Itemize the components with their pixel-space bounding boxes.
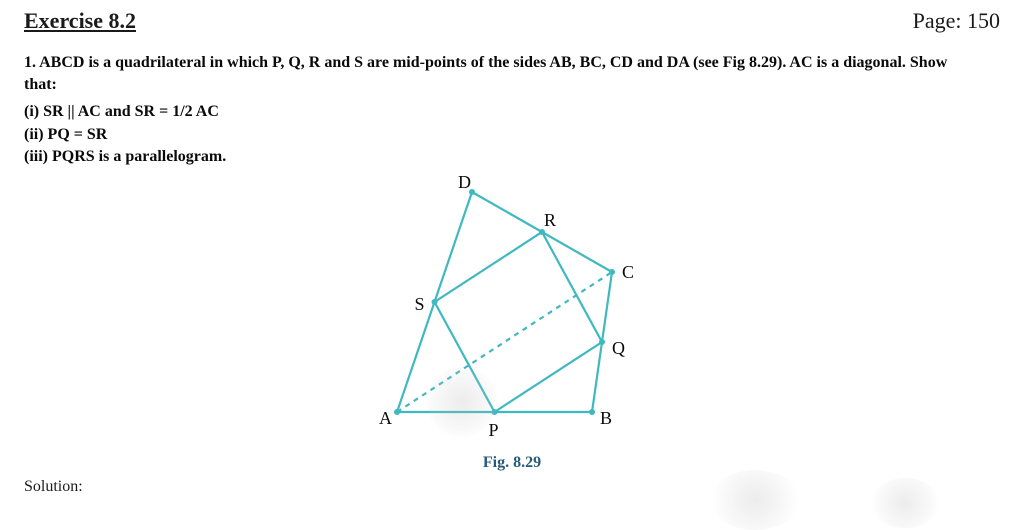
header: Exercise 8.2 Page: 150 (24, 8, 1000, 34)
label-d: D (458, 172, 471, 193)
page-prefix: Page: (913, 8, 967, 33)
page-number: 150 (967, 8, 1000, 33)
figure-container: ABCDPQRS Fig. 8.29 (24, 172, 1000, 472)
vertex-dots (394, 189, 615, 415)
label-q: Q (612, 338, 625, 359)
label-p: P (489, 420, 499, 441)
label-b: B (600, 408, 612, 429)
quad-pqrs (435, 232, 603, 412)
label-c: C (622, 262, 634, 283)
label-s: S (415, 294, 425, 315)
question-text: ABCD is a quadrilateral in which P, Q, R… (24, 54, 947, 93)
label-r: R (544, 210, 556, 231)
page-label: Page: 150 (913, 8, 1000, 34)
solution-label: Solution: (24, 478, 1000, 496)
question-stem: 1. ABCD is a quadrilateral in which P, Q… (24, 52, 984, 95)
part-ii: (ii) PQ = SR (24, 124, 1000, 146)
label-a: A (379, 408, 392, 429)
question-parts: (i) SR || AC and SR = 1/2 AC (ii) PQ = S… (24, 101, 1000, 168)
exercise-title: Exercise 8.2 (24, 8, 136, 34)
part-i: (i) SR || AC and SR = 1/2 AC (24, 101, 1000, 123)
diagonal-ac (397, 272, 612, 412)
geometry-figure: A B C D P Q R S (367, 172, 657, 452)
question-number: 1. (24, 54, 39, 71)
part-iii: (iii) PQRS is a parallelogram. (24, 146, 1000, 168)
figure-svg (367, 172, 657, 452)
